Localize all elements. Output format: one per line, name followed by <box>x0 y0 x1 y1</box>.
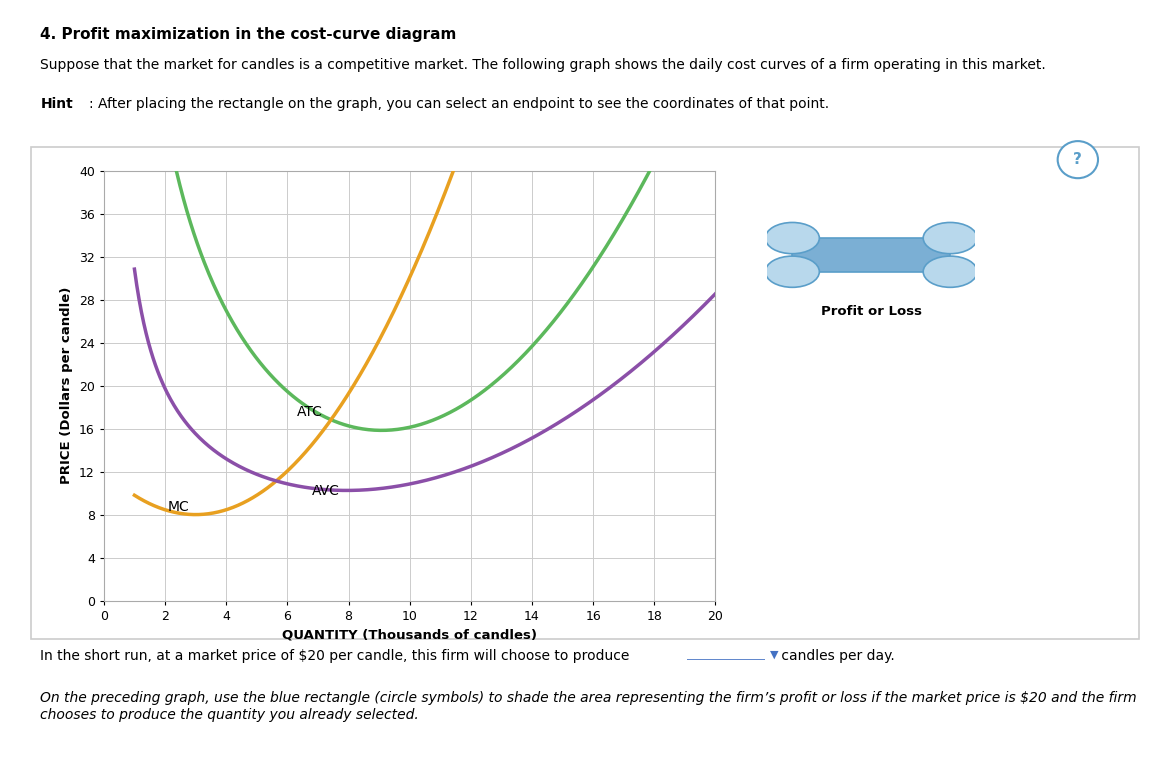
X-axis label: QUANTITY (Thousands of candles): QUANTITY (Thousands of candles) <box>283 629 537 641</box>
Circle shape <box>765 222 819 253</box>
Circle shape <box>1058 141 1097 178</box>
Circle shape <box>765 256 819 288</box>
Text: ▼: ▼ <box>770 650 778 660</box>
Circle shape <box>923 222 977 253</box>
Text: Profit or Loss: Profit or Loss <box>820 305 922 318</box>
Text: Hint: Hint <box>40 97 73 111</box>
Text: 4. Profit maximization in the cost-curve diagram: 4. Profit maximization in the cost-curve… <box>40 27 457 42</box>
Text: AVC: AVC <box>312 484 339 498</box>
Y-axis label: PRICE (Dollars per candle): PRICE (Dollars per candle) <box>60 287 74 484</box>
Text: On the preceding graph, use the blue rectangle (circle symbols) to shade the are: On the preceding graph, use the blue rec… <box>40 691 1137 722</box>
Text: ?: ? <box>1073 152 1082 167</box>
Text: Suppose that the market for candles is a competitive market. The following graph: Suppose that the market for candles is a… <box>40 58 1047 72</box>
FancyBboxPatch shape <box>793 238 950 272</box>
Text: ATC: ATC <box>297 405 322 418</box>
Circle shape <box>923 256 977 288</box>
Text: candles per day.: candles per day. <box>777 649 894 663</box>
Text: : After placing the rectangle on the graph, you can select an endpoint to see th: : After placing the rectangle on the gra… <box>89 97 829 111</box>
Text: MC: MC <box>168 501 189 515</box>
Text: In the short run, at a market price of $20 per candle, this firm will choose to : In the short run, at a market price of $… <box>40 649 638 663</box>
